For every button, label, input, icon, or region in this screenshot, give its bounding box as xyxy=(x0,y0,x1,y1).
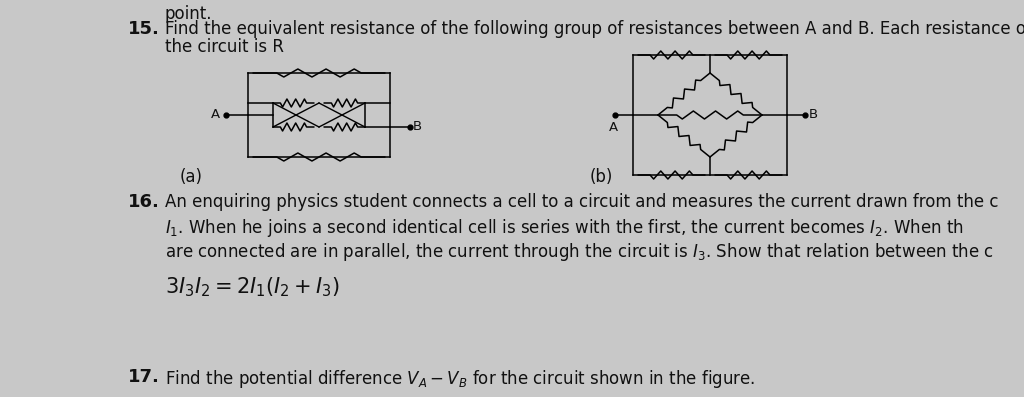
Text: point.: point. xyxy=(165,5,213,23)
Text: $I_1$. When he joins a second identical cell is series with the first, the curre: $I_1$. When he joins a second identical … xyxy=(165,217,964,239)
Text: Find the equivalent resistance of the following group of resistances between A a: Find the equivalent resistance of the fo… xyxy=(165,20,1024,38)
Text: $3I_3I_2 = 2I_1\left(I_2 + I_3\right)$: $3I_3I_2 = 2I_1\left(I_2 + I_3\right)$ xyxy=(165,275,340,299)
Text: B: B xyxy=(809,108,818,121)
Text: Find the potential difference $V_A-V_B$ for the circuit shown in the figure.: Find the potential difference $V_A-V_B$ … xyxy=(165,368,756,390)
Text: (a): (a) xyxy=(180,168,203,186)
Text: A: A xyxy=(608,121,617,134)
Text: B: B xyxy=(413,121,422,133)
Text: are connected are in parallel, the current through the circuit is $I_3$. Show th: are connected are in parallel, the curre… xyxy=(165,241,994,263)
Text: the circuit is R: the circuit is R xyxy=(165,38,284,56)
Text: 16.: 16. xyxy=(128,193,160,211)
Text: A: A xyxy=(211,108,220,121)
Text: 17.: 17. xyxy=(128,368,160,386)
Text: An enquiring physics student connects a cell to a circuit and measures the curre: An enquiring physics student connects a … xyxy=(165,193,998,211)
Text: (b): (b) xyxy=(590,168,613,186)
Text: 15.: 15. xyxy=(128,20,160,38)
